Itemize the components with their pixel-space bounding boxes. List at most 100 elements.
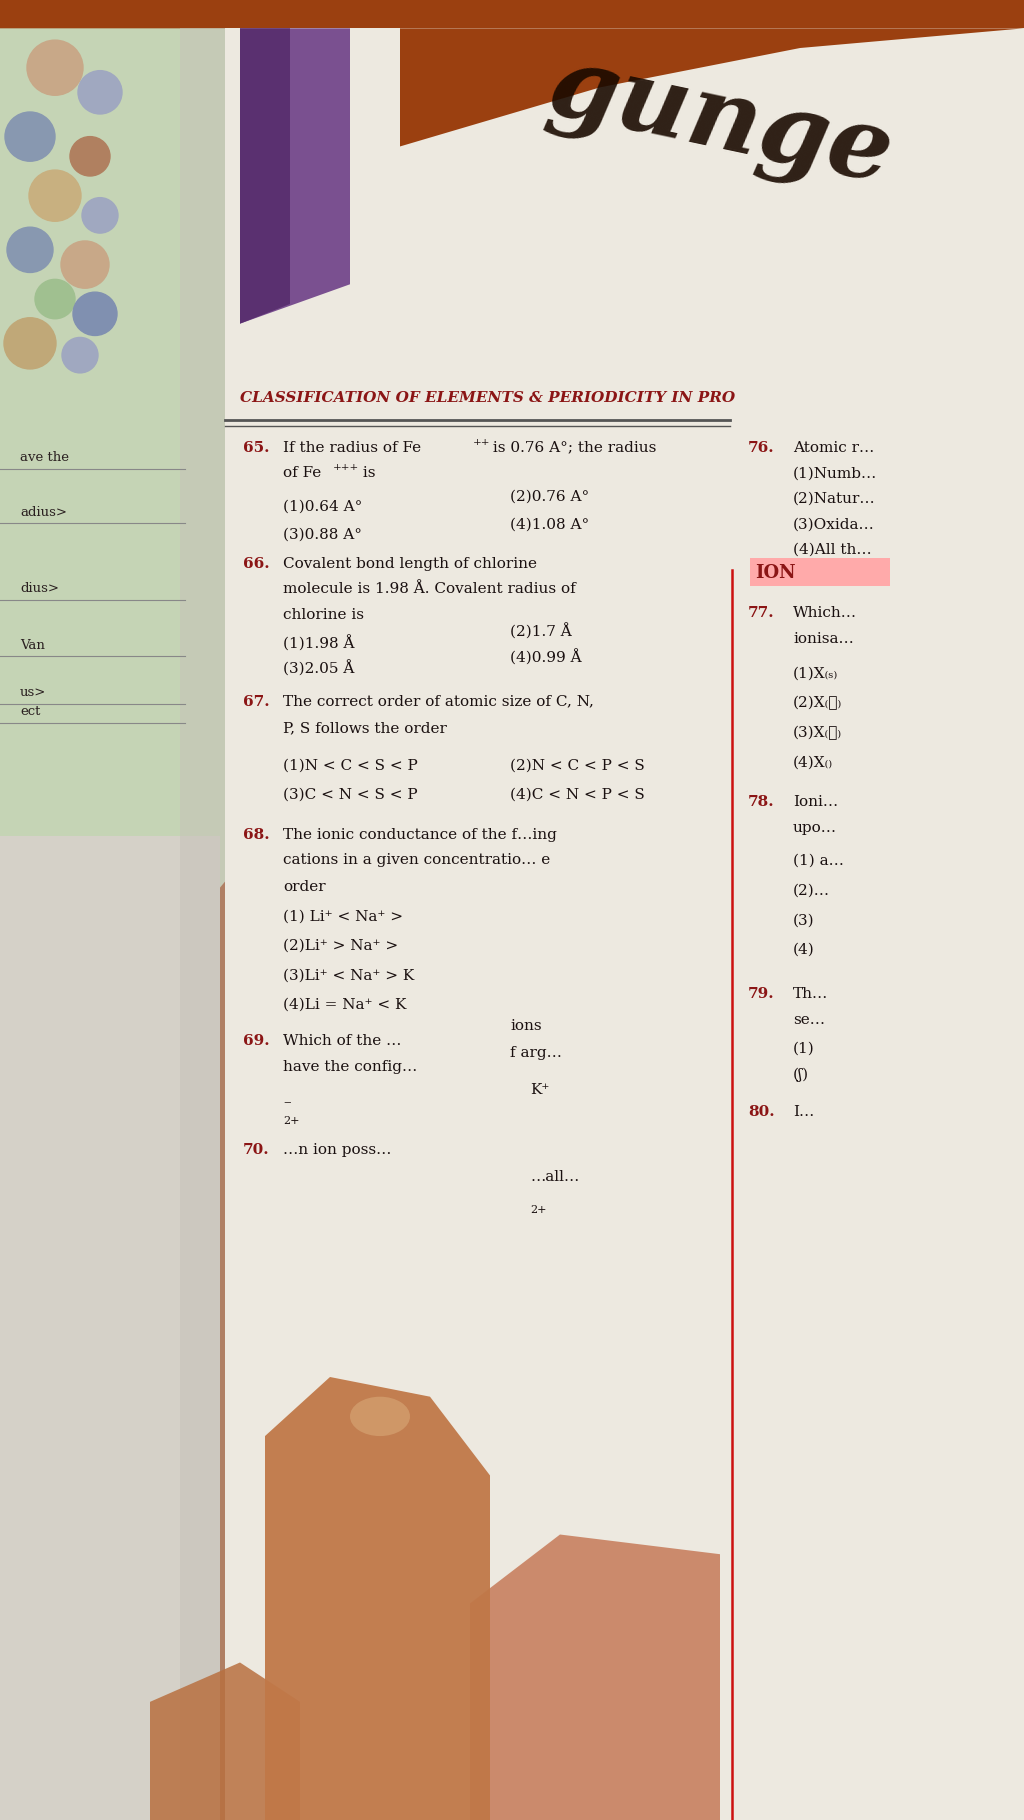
Text: (1) Li⁺ < Na⁺ >: (1) Li⁺ < Na⁺ >: [283, 910, 403, 923]
Circle shape: [29, 169, 81, 222]
Text: Th…: Th…: [793, 986, 828, 1001]
Circle shape: [4, 318, 56, 369]
Text: 2+: 2+: [283, 1116, 299, 1127]
Text: (2)0.76 A°: (2)0.76 A°: [510, 490, 589, 504]
Text: se…: se…: [793, 1012, 825, 1026]
Text: (2)Natur…: (2)Natur…: [793, 491, 876, 506]
Text: (2)X₍ᵲ₎: (2)X₍ᵲ₎: [793, 697, 843, 710]
Circle shape: [5, 113, 55, 162]
Text: cations in a given concentratio… e: cations in a given concentratio… e: [283, 854, 550, 866]
Text: (1): (1): [793, 1043, 815, 1056]
Polygon shape: [225, 29, 1024, 1820]
Text: ++: ++: [473, 439, 490, 446]
Text: (1)1.98 Å: (1)1.98 Å: [283, 635, 354, 652]
Text: (3): (3): [793, 914, 815, 926]
Text: (2)…: (2)…: [793, 885, 830, 897]
Bar: [750, 559, 890, 586]
Text: is 0.76 A°; the radius: is 0.76 A°; the radius: [488, 440, 656, 455]
Text: (3)X₍ᵲ₎: (3)X₍ᵲ₎: [793, 726, 842, 741]
Text: is: is: [358, 466, 376, 480]
Text: adius>: adius>: [20, 506, 67, 519]
Text: upo…: upo…: [793, 821, 837, 835]
Polygon shape: [150, 1662, 300, 1820]
Text: 80.: 80.: [748, 1105, 774, 1119]
Circle shape: [78, 71, 122, 115]
Text: (4)All th…: (4)All th…: [793, 542, 871, 557]
Text: (1)Numb…: (1)Numb…: [793, 466, 878, 480]
Text: of Fe: of Fe: [283, 466, 322, 480]
Text: ave the: ave the: [20, 451, 69, 464]
Polygon shape: [0, 835, 220, 1820]
Text: K⁺: K⁺: [530, 1083, 549, 1097]
Text: The correct order of atomic size of C, N,: The correct order of atomic size of C, N…: [283, 695, 594, 708]
Text: f arg…: f arg…: [510, 1046, 562, 1059]
Text: 68.: 68.: [243, 828, 269, 841]
Text: ions: ions: [510, 1019, 542, 1034]
Text: 2+: 2+: [530, 1205, 547, 1214]
Text: (3)0.88 A°: (3)0.88 A°: [283, 528, 362, 541]
Text: Ioni…: Ioni…: [793, 795, 838, 810]
Text: 79.: 79.: [748, 986, 774, 1001]
Text: Atomic r…: Atomic r…: [793, 440, 874, 455]
Text: +++: +++: [333, 464, 359, 473]
Text: –: –: [283, 1096, 291, 1108]
Ellipse shape: [350, 1396, 410, 1436]
Text: Which of the …: Which of the …: [283, 1034, 401, 1048]
Circle shape: [7, 228, 53, 273]
Circle shape: [27, 40, 83, 95]
Text: (1)N < C < S < P: (1)N < C < S < P: [283, 759, 418, 774]
Text: 76.: 76.: [748, 440, 774, 455]
Circle shape: [35, 278, 75, 318]
Polygon shape: [240, 29, 290, 324]
Text: The ionic conductance of the f…ing: The ionic conductance of the f…ing: [283, 828, 557, 841]
Text: molecule is 1.98 Å. Covalent radius of: molecule is 1.98 Å. Covalent radius of: [283, 582, 575, 597]
Circle shape: [82, 198, 118, 233]
Text: (1)0.64 A°: (1)0.64 A°: [283, 501, 362, 513]
Text: 69.: 69.: [243, 1034, 269, 1048]
Text: 67.: 67.: [243, 695, 269, 708]
Text: (4)X₍₎: (4)X₍₎: [793, 755, 834, 770]
Polygon shape: [265, 1378, 490, 1820]
Circle shape: [61, 240, 109, 288]
Text: (4)0.99 Å: (4)0.99 Å: [510, 650, 582, 666]
Text: dius>: dius>: [20, 582, 59, 595]
Text: …n ion poss…: …n ion poss…: [283, 1143, 391, 1156]
Text: order: order: [283, 879, 326, 894]
Text: …all…: …all…: [530, 1170, 580, 1185]
Text: (4)1.08 A°: (4)1.08 A°: [510, 517, 589, 531]
Text: (3)2.05 Å: (3)2.05 Å: [283, 661, 354, 677]
Text: (2)N < C < P < S: (2)N < C < P < S: [510, 759, 645, 774]
Circle shape: [73, 293, 117, 335]
Circle shape: [62, 337, 98, 373]
Text: Van: Van: [20, 639, 45, 652]
Text: Which…: Which…: [793, 606, 857, 621]
Text: (2)Li⁺ > Na⁺ >: (2)Li⁺ > Na⁺ >: [283, 939, 398, 952]
Text: (3)Li⁺ < Na⁺ > K: (3)Li⁺ < Na⁺ > K: [283, 968, 415, 983]
Polygon shape: [180, 29, 230, 1820]
Text: (ʃ): (ʃ): [793, 1067, 809, 1081]
Text: (3)C < N < S < P: (3)C < N < S < P: [283, 788, 418, 803]
Polygon shape: [470, 1534, 720, 1820]
Text: 78.: 78.: [748, 795, 774, 810]
Text: 77.: 77.: [748, 606, 774, 621]
Text: us>: us>: [20, 686, 46, 699]
Text: (3)Oxida…: (3)Oxida…: [793, 517, 874, 531]
Text: P, S follows the order: P, S follows the order: [283, 721, 446, 735]
Text: Covalent bond length of chlorine: Covalent bond length of chlorine: [283, 557, 537, 571]
Text: ION: ION: [755, 564, 796, 582]
Text: (4)C < N < P < S: (4)C < N < P < S: [510, 788, 645, 803]
Text: (4): (4): [793, 943, 815, 957]
Polygon shape: [0, 29, 280, 1150]
Text: (1) a…: (1) a…: [793, 854, 844, 868]
Text: ect: ect: [20, 706, 40, 719]
Text: chlorine is: chlorine is: [283, 608, 364, 622]
Text: If the radius of Fe: If the radius of Fe: [283, 440, 421, 455]
Text: 70.: 70.: [243, 1143, 269, 1156]
Circle shape: [70, 136, 110, 177]
Text: gunge: gunge: [540, 38, 901, 206]
Polygon shape: [225, 29, 1024, 344]
Text: CLASSIFICATION OF ELEMENTS & PERIODICITY IN PRO: CLASSIFICATION OF ELEMENTS & PERIODICITY…: [240, 391, 735, 406]
Polygon shape: [400, 29, 1024, 146]
Text: 65.: 65.: [243, 440, 269, 455]
Text: have the config…: have the config…: [283, 1059, 417, 1074]
